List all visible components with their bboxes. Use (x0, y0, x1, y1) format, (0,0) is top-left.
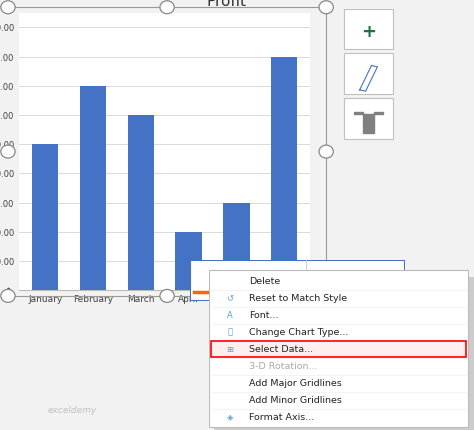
FancyBboxPatch shape (214, 277, 474, 430)
Text: ↺: ↺ (227, 294, 234, 303)
Polygon shape (354, 111, 383, 133)
Text: Add Major Gridlines: Add Major Gridlines (249, 379, 341, 388)
Text: Profit: Profit (206, 0, 246, 9)
Circle shape (1, 1, 15, 14)
Circle shape (1, 145, 15, 158)
Text: 🪣: 🪣 (208, 270, 214, 281)
Text: +: + (361, 23, 376, 40)
Bar (175, 232, 202, 290)
Text: A: A (227, 311, 233, 320)
FancyBboxPatch shape (344, 9, 393, 49)
FancyBboxPatch shape (344, 98, 393, 138)
FancyBboxPatch shape (190, 260, 405, 301)
Circle shape (160, 289, 174, 302)
FancyBboxPatch shape (344, 53, 393, 94)
Bar (223, 203, 249, 290)
Text: Reset to Match Style: Reset to Match Style (249, 294, 347, 303)
Text: ✏: ✏ (263, 270, 271, 281)
Text: Font...: Font... (249, 311, 278, 320)
Text: exceldemy: exceldemy (48, 406, 97, 415)
Text: Select Data...: Select Data... (249, 345, 313, 354)
Circle shape (160, 1, 174, 14)
Bar (128, 115, 154, 290)
Text: ◈: ◈ (227, 413, 233, 422)
Bar (271, 57, 297, 290)
Circle shape (319, 1, 333, 14)
Bar (32, 144, 58, 290)
Text: Format Axis...: Format Axis... (249, 413, 314, 422)
Circle shape (319, 145, 333, 158)
Text: Add Minor Gridlines: Add Minor Gridlines (249, 396, 342, 405)
Circle shape (1, 289, 15, 302)
FancyBboxPatch shape (209, 270, 468, 427)
Text: Change Chart Type...: Change Chart Type... (249, 328, 348, 337)
Text: ⊞: ⊞ (227, 345, 234, 354)
Text: Fill: Fill (210, 287, 221, 296)
Text: Outline: Outline (253, 287, 281, 296)
Text: Delete: Delete (249, 277, 280, 286)
Bar (211, 341, 465, 357)
Bar (80, 86, 106, 290)
Text: 📊: 📊 (228, 328, 232, 337)
Text: 3-D Rotation...: 3-D Rotation... (249, 362, 317, 371)
Text: Horizontal (Cat ▾: Horizontal (Cat ▾ (323, 276, 388, 285)
Circle shape (319, 289, 333, 302)
